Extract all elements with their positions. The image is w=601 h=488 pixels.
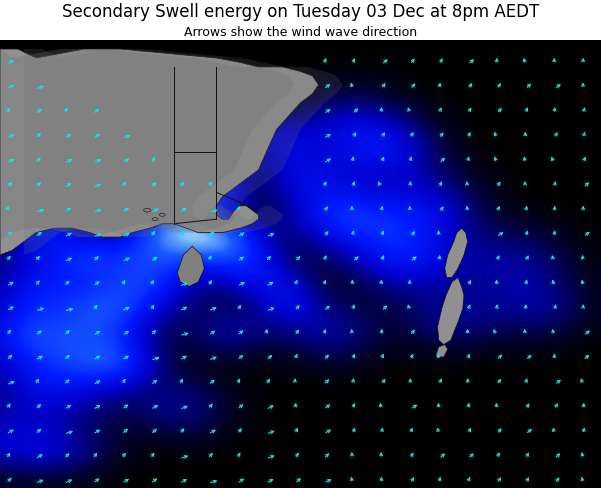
Polygon shape: [445, 228, 468, 278]
Ellipse shape: [159, 213, 165, 216]
Text: Secondary Swell energy on Tuesday 03 Dec at 8pm AEDT: Secondary Swell energy on Tuesday 03 Dec…: [62, 3, 539, 21]
Polygon shape: [0, 49, 319, 255]
Polygon shape: [438, 278, 464, 345]
Text: Arrows show the wind wave direction: Arrows show the wind wave direction: [184, 25, 417, 39]
Polygon shape: [436, 345, 448, 357]
Ellipse shape: [144, 208, 151, 212]
Ellipse shape: [152, 218, 158, 221]
Polygon shape: [177, 246, 204, 286]
Polygon shape: [0, 49, 294, 255]
Polygon shape: [24, 49, 343, 255]
